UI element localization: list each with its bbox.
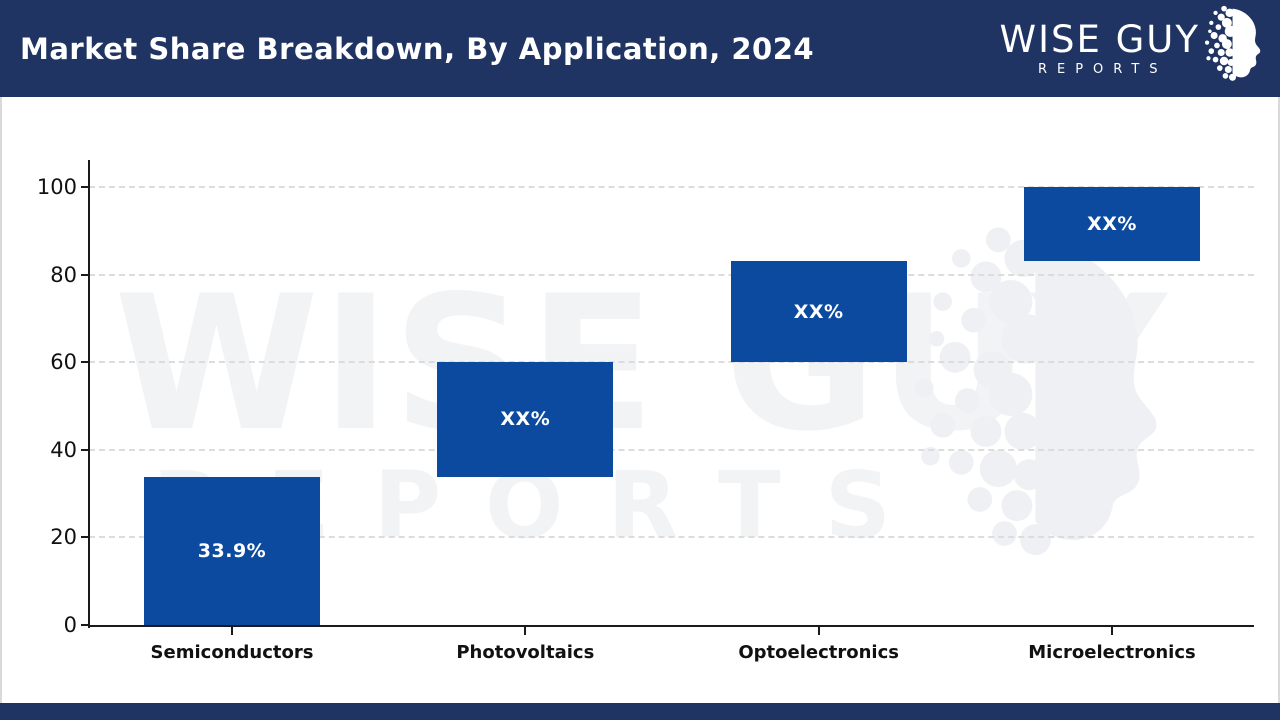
bar-semiconductors: 33.9%: [144, 476, 320, 625]
logo-subtext: REPORTS: [1037, 61, 1168, 77]
y-axis: [88, 160, 90, 628]
x-tick-mark-4: [1110, 627, 1113, 635]
gridline-80: [89, 273, 1254, 276]
y-tick-mark-60: [81, 361, 90, 364]
bar-value-label: XX%: [793, 300, 844, 323]
footer-bar: [0, 703, 1280, 720]
x-tick-mark-2: [524, 627, 527, 635]
bar-photovoltaics: XX%: [437, 362, 614, 477]
watermark-wordmark: WISE GUY: [114, 255, 1169, 472]
logo-head-icon: [1204, 5, 1261, 81]
x-tick-mark-1: [231, 627, 233, 635]
brand-logo-text: WISE GUY REPORTS: [1000, 21, 1200, 77]
y-tick-mark-20: [81, 536, 90, 539]
bar-value-label: 33.9%: [197, 539, 267, 562]
y-tick-mark-0: [81, 624, 90, 626]
y-tick-mark-40: [81, 448, 90, 451]
y-tick-label-40: 40: [50, 437, 77, 462]
page-title: Market Share Breakdown, By Application, …: [20, 31, 815, 66]
gridline-20: [89, 536, 1254, 539]
bar-optoelectronics: XX%: [730, 261, 907, 363]
bar-value-label: XX%: [500, 408, 551, 431]
y-tick-mark-80: [81, 273, 90, 276]
x-axis: [88, 625, 1254, 627]
y-tick-mark-100: [81, 186, 90, 188]
x-category-label-microelectronics: Microelectronics: [1028, 642, 1196, 663]
bar-value-label: XX%: [1087, 213, 1137, 236]
gridline-60: [89, 361, 1254, 364]
header: Market Share Breakdown, By Application, …: [0, 0, 1280, 97]
brand-logo: WISE GUY REPORTS: [1000, 3, 1272, 95]
y-tick-label-20: 20: [50, 525, 77, 550]
gridline-100: [89, 186, 1254, 188]
gridline-40: [89, 448, 1254, 451]
bar-microelectronics: XX%: [1023, 187, 1200, 262]
y-tick-label-0: 0: [63, 613, 77, 637]
x-category-label-photovoltaics: Photovoltaics: [456, 642, 595, 663]
y-tick-label-60: 60: [50, 350, 77, 375]
y-tick-label-80: 80: [50, 262, 77, 287]
y-tick-label-100: 100: [36, 175, 77, 199]
x-category-label-optoelectronics: Optoelectronics: [738, 642, 899, 663]
logo-wordmark: WISE GUY: [999, 17, 1200, 61]
chart-area: WISE GUY REPORTS 0 20 40 60 80 100 33.9% Semico…: [0, 97, 1280, 703]
x-tick-mark-3: [817, 627, 820, 635]
x-category-label-semiconductors: Semiconductors: [150, 642, 314, 663]
